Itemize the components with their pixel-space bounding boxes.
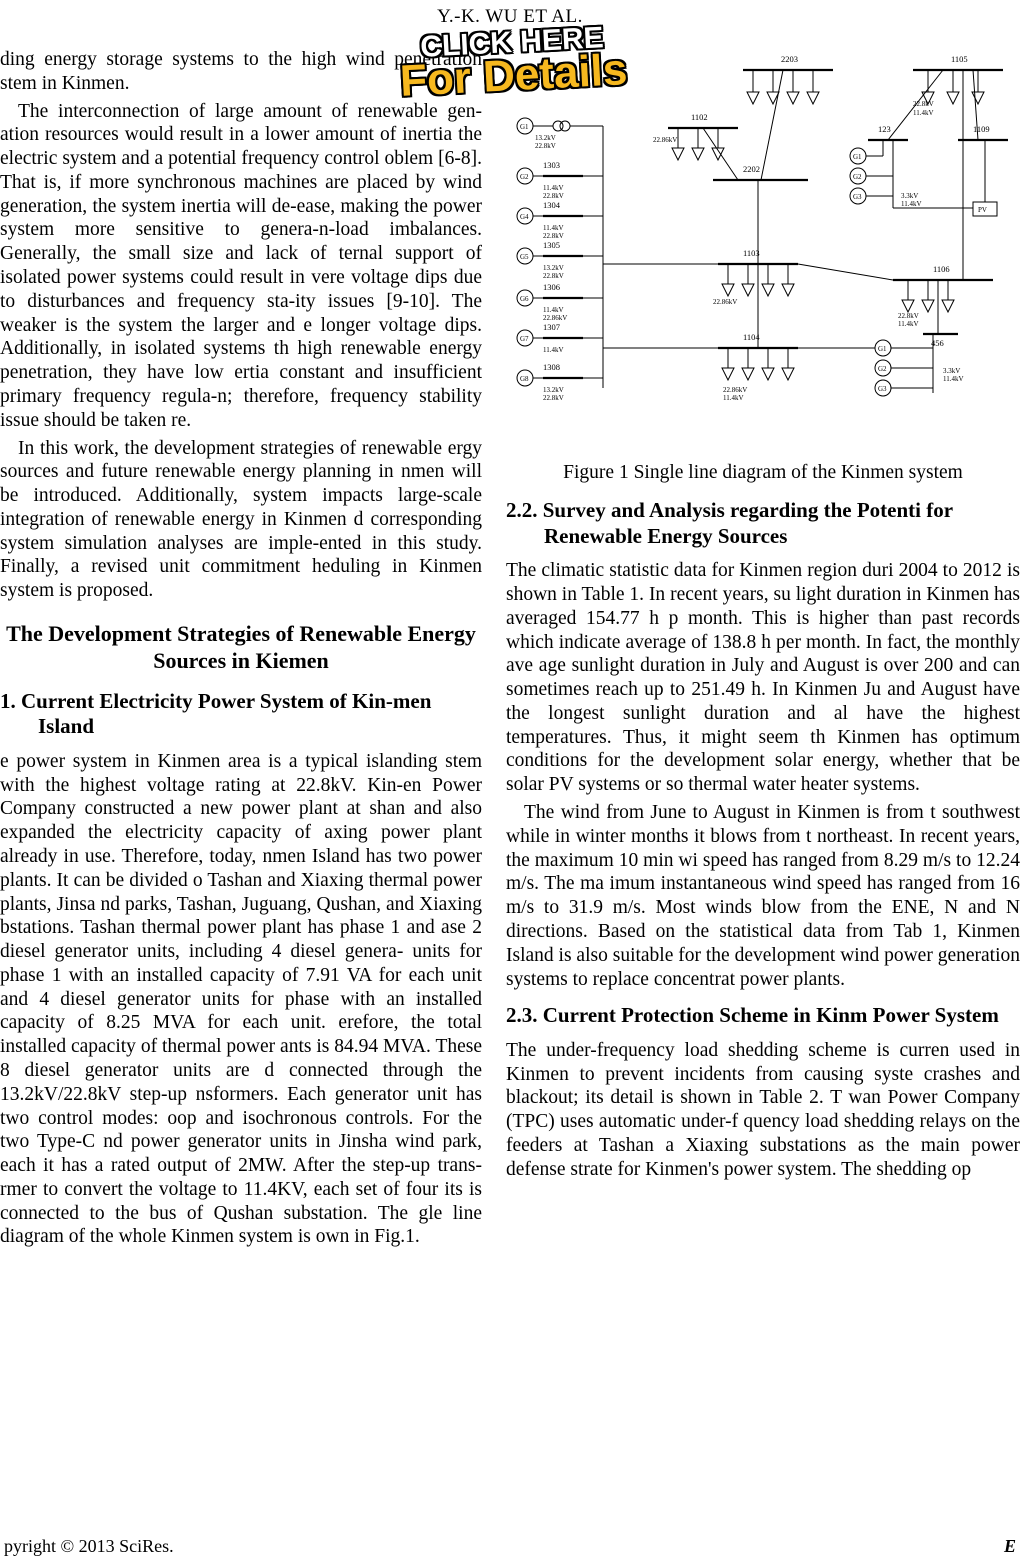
svg-text:11.4kV: 11.4kV [543,346,564,354]
svg-text:22.8kV: 22.8kV [543,394,564,402]
journal-abbrev: E [1004,1536,1016,1557]
svg-text:22.8kV: 22.8kV [543,232,564,240]
svg-text:13.2kV: 13.2kV [543,386,564,394]
svg-text:3.3kV: 3.3kV [943,367,960,375]
svg-text:11.4kV: 11.4kV [543,184,564,192]
svg-text:1102: 1102 [691,112,708,122]
copyright-text: pyright © 2013 SciRes. [4,1536,174,1557]
svg-text:G8: G8 [520,375,529,383]
para-2-2-a: The climatic statistic data for Kinmen r… [506,559,1020,797]
svg-text:1304: 1304 [543,200,561,210]
svg-text:11.4kV: 11.4kV [723,394,744,402]
svg-text:G1: G1 [520,123,529,131]
svg-text:22.8kV: 22.8kV [543,192,564,200]
svg-text:G2: G2 [520,173,529,181]
svg-text:G1: G1 [853,153,862,161]
pv-label: PV [978,206,987,214]
loads-2203 [747,70,819,104]
svg-text:G2: G2 [853,173,862,181]
svg-text:2202: 2202 [743,164,760,174]
svg-text:1303: 1303 [543,160,560,170]
para-2-1: e power system in Kinmen area is a typic… [0,750,482,1249]
svg-text:3.3kV: 3.3kV [901,192,918,200]
svg-text:22.86kV: 22.86kV [653,136,677,144]
figure-1-caption: Figure 1 Single line diagram of the Kinm… [506,462,1020,484]
svg-text:11.4kV: 11.4kV [901,200,922,208]
page-footer: pyright © 2013 SciRes. E [0,1536,1020,1557]
svg-text:G5: G5 [520,253,529,261]
svg-text:22.86kV: 22.86kV [713,298,737,306]
section-heading-2: The Development Strategies of Renewable … [0,621,482,675]
svg-text:G2: G2 [878,365,887,373]
svg-text:22.86kV: 22.86kV [723,386,747,394]
svg-text:11.4kV: 11.4kV [898,320,919,328]
right-column: 2203 1105 [500,48,1020,1253]
bus-2203-label: 2203 [781,54,798,64]
right-gen-low: G1 G2 G3 3.3kV 11.4kV [875,334,964,396]
svg-text:22.8kV: 22.8kV [535,142,556,150]
subsection-heading-2-1: 1. Current Electricity Power System of K… [0,689,482,740]
svg-text:1103: 1103 [743,248,760,258]
para-2-2-b: The wind from June to August in Kinmen i… [506,801,1020,991]
cta-banner[interactable]: CLICK HERE For Details [356,20,669,106]
svg-text:22.8kV: 22.8kV [543,272,564,280]
para-2-3: The under-frequency load shedding scheme… [506,1039,1020,1182]
svg-text:1305: 1305 [543,240,560,250]
svg-text:22.86kV: 22.86kV [543,314,567,322]
bus-1105-label: 1105 [951,54,968,64]
para-intro-2: The interconnection of large amount of r… [0,100,482,433]
svg-text:G3: G3 [878,385,887,393]
figure-1-diagram: 2203 1105 [513,48,1013,456]
svg-text:1308: 1308 [543,362,560,372]
svg-text:1109: 1109 [973,124,990,134]
svg-text:G1: G1 [878,345,887,353]
left-column: ding energy storage systems to the high … [0,48,500,1253]
svg-text:1306: 1306 [543,282,560,292]
svg-text:123: 123 [878,124,891,134]
svg-text:G6: G6 [520,295,529,303]
subsection-heading-2-3: 2.3. Current Protection Scheme in Kinm P… [506,1003,1020,1029]
running-head: Y.-K. WU ET AL. [0,0,1020,28]
svg-text:G4: G4 [520,213,529,221]
svg-text:1307: 1307 [543,322,560,332]
single-line-diagram-svg: 2203 1105 [513,48,1013,456]
svg-text:13.2kV: 13.2kV [543,264,564,272]
svg-text:G3: G3 [853,193,862,201]
svg-text:11.4kV: 11.4kV [543,306,564,314]
svg-text:13.2kV: 13.2kV [535,134,556,142]
svg-text:1106: 1106 [933,264,950,274]
volt-11-4-a: 11.4kV [913,109,934,117]
subsection-heading-2-2: 2.2. Survey and Analysis regarding the P… [506,498,1020,549]
svg-text:11.4kV: 11.4kV [943,375,964,383]
svg-text:G7: G7 [520,335,529,343]
svg-text:22.8kV: 22.8kV [898,312,919,320]
left-gen-stack: G1 13.2kV 22.8kV G2 1303 11.4kV 22.8kV G… [517,118,603,402]
para-intro-3: In this work, the development strategies… [0,437,482,603]
svg-text:11.4kV: 11.4kV [543,224,564,232]
